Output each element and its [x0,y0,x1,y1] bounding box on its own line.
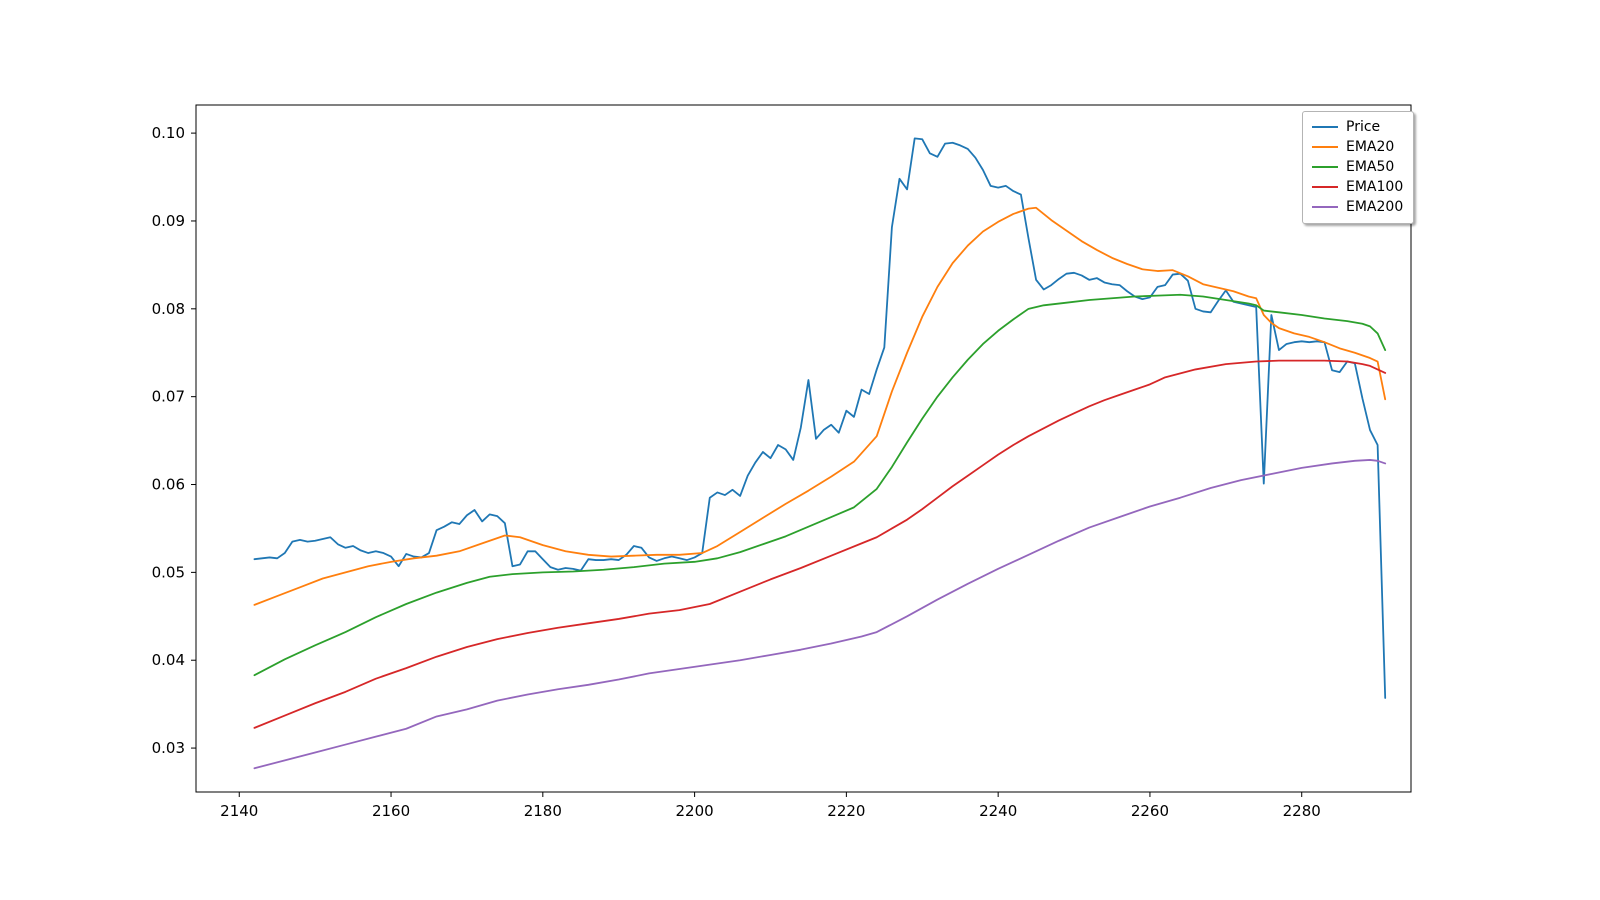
y-tick-label: 0.10 [152,124,185,142]
legend-label: Price [1346,119,1381,135]
series-line-ema100 [253,359,1387,729]
legend: Price EMA20 EMA50 EMA100 EMA200 [1302,111,1414,224]
y-tick-label: 0.03 [152,739,185,757]
series-line-ema20 [253,206,1387,606]
legend-label: EMA20 [1346,139,1395,155]
legend-item-ema100: EMA100 [1312,177,1404,197]
legend-item-ema200: EMA200 [1312,197,1404,217]
y-tick-label: 0.07 [152,388,185,406]
legend-label: EMA100 [1346,179,1404,195]
legend-line-sample-ema100 [1312,186,1338,188]
legend-item-price: Price [1312,117,1404,137]
series-line-ema200 [253,459,1387,770]
y-tick-label: 0.09 [152,212,185,230]
y-tick-label: 0.05 [152,563,185,581]
plot-frame [195,104,1412,793]
x-tick-label: 2240 [979,802,1017,820]
x-tick-label: 2200 [676,802,714,820]
x-tick-label: 2280 [1283,802,1321,820]
legend-item-ema20: EMA20 [1312,137,1404,157]
legend-label: EMA50 [1346,159,1395,175]
legend-line-sample-ema50 [1312,166,1338,168]
x-tick-label: 2220 [827,802,865,820]
x-tick-label: 2140 [220,802,258,820]
legend-line-sample-ema20 [1312,146,1338,148]
legend-line-sample-price [1312,126,1338,128]
series-line-price [253,137,1387,699]
x-tick-label: 2180 [524,802,562,820]
series-line-ema50 [253,293,1387,677]
y-tick-label: 0.04 [152,651,185,669]
legend-label: EMA200 [1346,199,1404,215]
x-tick-label: 2160 [372,802,410,820]
x-tick-label: 2260 [1131,802,1169,820]
y-tick-label: 0.06 [152,476,185,494]
legend-item-ema50: EMA50 [1312,157,1404,177]
y-tick-label: 0.08 [152,300,185,318]
legend-line-sample-ema200 [1312,206,1338,208]
